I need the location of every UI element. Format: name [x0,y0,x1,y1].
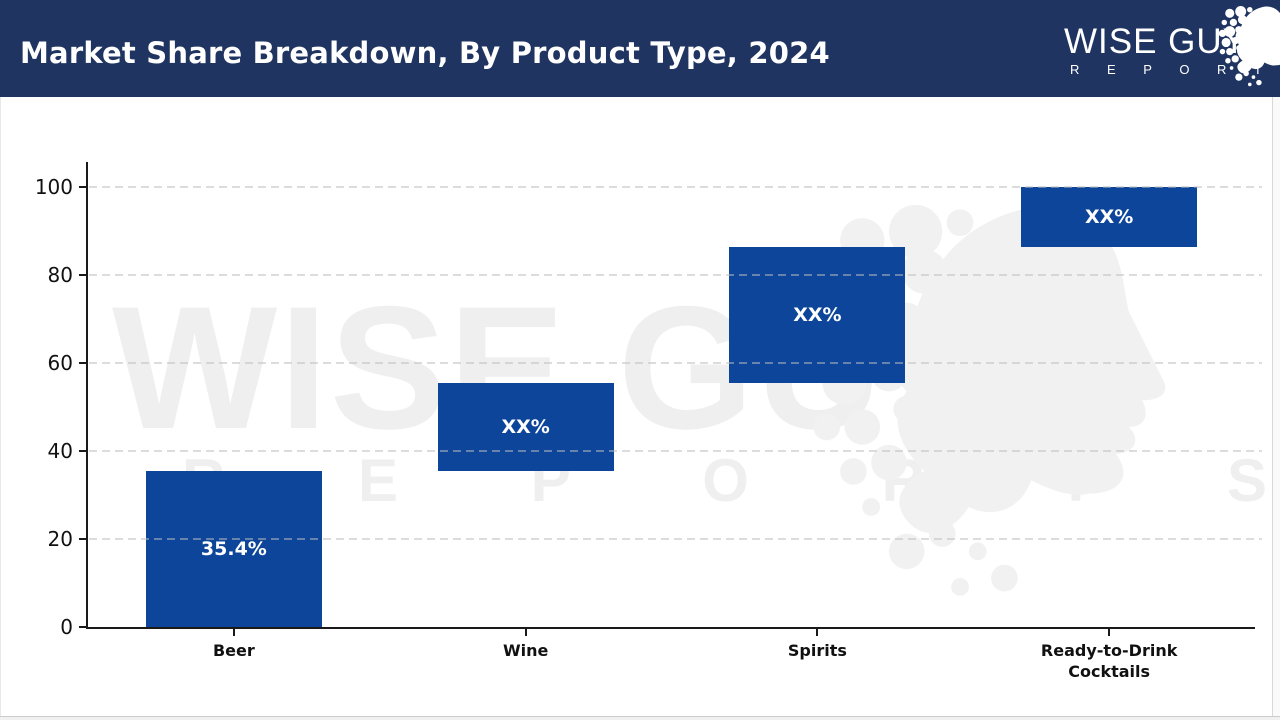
bar-value-label: XX% [793,303,842,326]
category-label-spirits: Spirits [788,640,847,661]
category-label-beer: Beer [213,640,255,661]
ytick-mark [79,186,88,188]
ytick-mark [79,626,88,628]
ytick-label: 100 [34,175,73,199]
category-label-ready-to-drink-cocktails: Ready-to-Drink Cocktails [1041,640,1177,682]
ytick-label: 0 [60,615,73,639]
left-edge-line [0,97,1,716]
category-label-line: Wine [502,641,549,660]
bottom-edge-strip [0,716,1280,720]
ytick-label: 40 [47,439,73,463]
category-label-wine: Wine [503,640,548,661]
bar-wine [437,382,614,472]
ytick-label: 20 [47,527,73,551]
header-banner: Market Share Breakdown, By Product Type,… [0,0,1280,97]
ytick-label: 60 [47,351,73,375]
ytick-mark [79,362,88,364]
bar-value-label: 35.4% [200,538,267,561]
bar-beer [145,471,322,627]
bar-value-label: XX% [501,416,550,439]
y-axis-spine [86,162,88,629]
ytick-mark [79,538,88,540]
ytick-label: 80 [47,263,73,287]
right-edge-strip [1272,97,1280,716]
wise-guy-logo: WISE GUY R E P O R T S [1022,0,1280,97]
bar-value-label: XX% [1084,205,1134,228]
category-label-line: Spirits [787,641,847,660]
ytick-mark [79,450,88,452]
xtick-mark [1108,628,1111,636]
bar-ready-to-drink-cocktails [1021,187,1198,247]
chart-title: Market Share Breakdown, By Product Type,… [20,36,830,70]
category-label-line: Beer [212,641,255,660]
logo-head-icon [1218,6,1280,87]
category-label-line: Ready-to-Drink [1040,641,1178,660]
logo-subtext: R E P O R T S [1070,62,1280,77]
ytick-mark [79,274,88,276]
category-label-line: Cocktails [1068,662,1151,681]
xtick-mark [816,628,819,636]
bar-spirits [729,246,906,383]
x-axis-spine [86,627,1255,629]
logo-wordmark: WISE GUY [1064,22,1248,61]
xtick-mark [232,628,235,636]
xtick-mark [524,628,527,636]
